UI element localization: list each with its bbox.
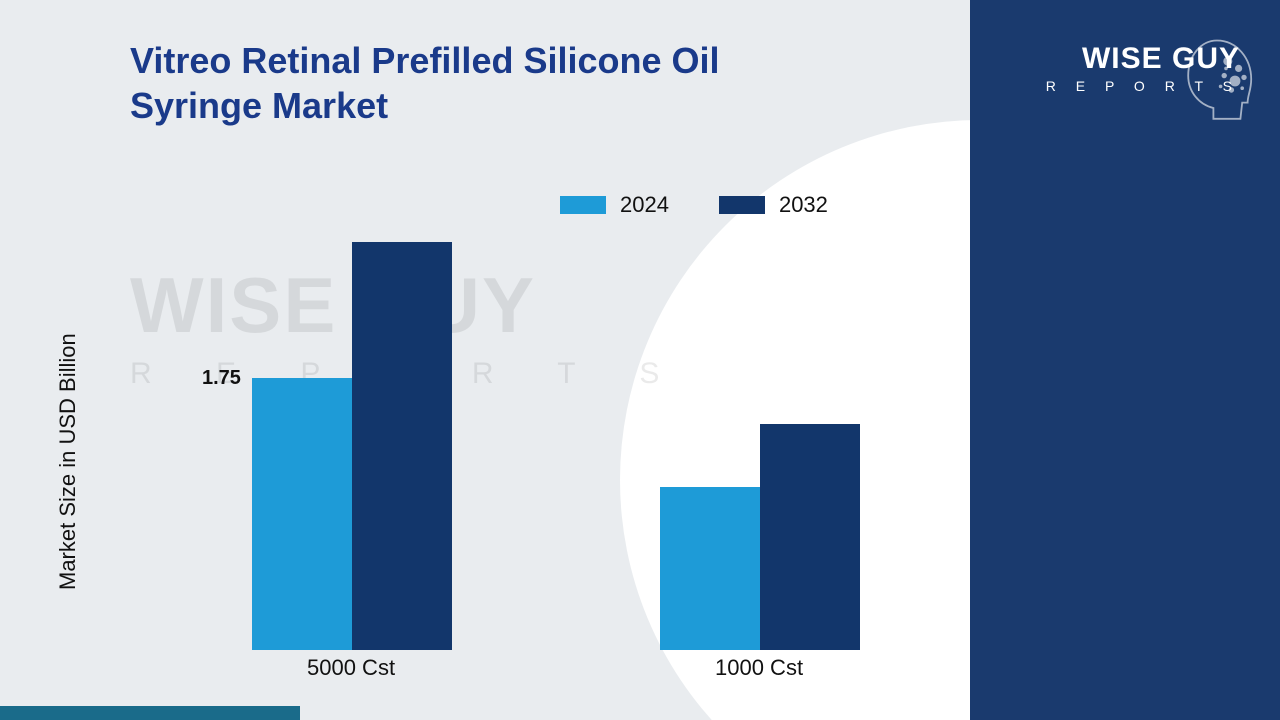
bottom-accent-strip [0,706,300,720]
category-label: 1000 Cst [715,655,803,681]
chart-stage: Vitreo Retinal Prefilled Silicone Oil Sy… [0,0,1280,720]
legend-item: 2032 [719,192,828,218]
legend-label: 2032 [779,192,828,218]
bar [660,487,760,650]
legend: 2024 2032 [560,192,828,218]
plot-area: 1.75 5000 Cst 1000 Cst [120,230,960,650]
category-label: 5000 Cst [307,655,395,681]
legend-swatch [560,196,606,214]
legend-swatch [719,196,765,214]
legend-label: 2024 [620,192,669,218]
bar [352,242,452,650]
head-dots-icon [1172,36,1262,126]
bar-value-label: 1.75 [202,367,241,390]
chart-title: Vitreo Retinal Prefilled Silicone Oil Sy… [130,38,730,128]
bar [760,424,860,650]
bar-group: 1.75 [252,242,452,650]
legend-item: 2024 [560,192,669,218]
bar [252,378,352,650]
y-axis-label: Market Size in USD Billion [55,333,81,590]
bar-group [660,424,860,650]
